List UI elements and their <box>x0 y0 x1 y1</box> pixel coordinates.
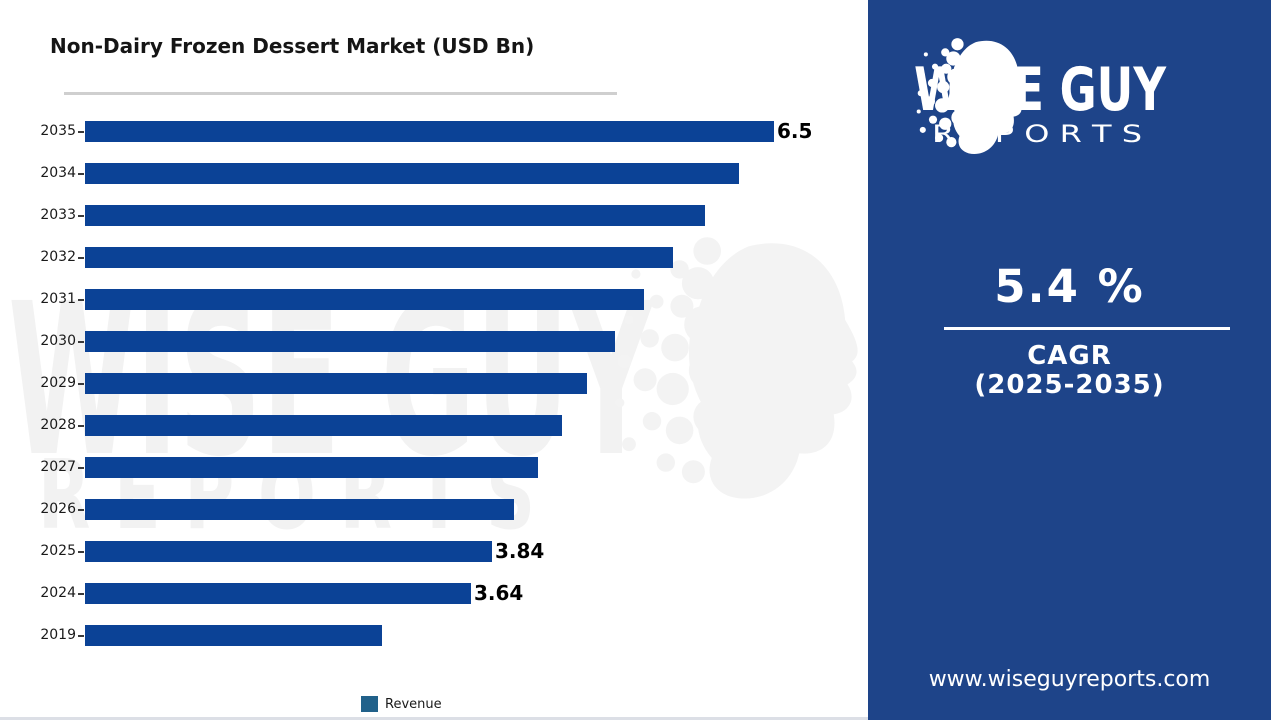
axis-tick <box>78 172 84 175</box>
year-label: 2025 <box>40 543 76 559</box>
axis-tick <box>78 298 84 301</box>
bar-row: 2019 <box>0 625 382 646</box>
year-label: 2028 <box>40 417 76 433</box>
revenue-bar <box>85 331 615 352</box>
year-label: 2026 <box>40 501 76 517</box>
revenue-bar <box>85 625 382 646</box>
axis-tick <box>78 256 84 259</box>
year-label: 2029 <box>40 375 76 391</box>
value-label: 3.84 <box>495 539 545 563</box>
cagr-range: (2025-2035) <box>974 370 1165 400</box>
axis-tick <box>78 214 84 217</box>
year-label: 2032 <box>40 249 76 265</box>
revenue-bar <box>85 247 673 268</box>
brand-panel: WISE GUY R E P O R T S <box>868 0 1271 720</box>
legend-label: Revenue <box>385 696 442 712</box>
bar-row: 2027 <box>0 457 538 478</box>
logo-head-silhouette-icon <box>916 38 1025 154</box>
cagr-divider <box>944 327 1230 330</box>
axis-tick <box>78 340 84 343</box>
wiseguy-logo: WISE GUY R E P O R T S <box>914 38 1167 154</box>
value-label: 3.64 <box>474 581 524 605</box>
bar-row: 2032 <box>0 247 673 268</box>
watermark-head-silhouette-icon <box>615 237 858 499</box>
bar-row: 2028 <box>0 415 562 436</box>
revenue-bar <box>85 499 514 520</box>
bar-row: 2024 3.64 <box>0 583 523 604</box>
revenue-bar <box>85 457 538 478</box>
revenue-bar <box>85 121 774 142</box>
bar-row: 2029 <box>0 373 587 394</box>
axis-tick <box>78 550 84 553</box>
axis-tick <box>78 508 84 511</box>
year-label: 2035 <box>40 123 76 139</box>
cagr-value: 5.4 % <box>994 260 1145 313</box>
year-label: 2034 <box>40 165 76 181</box>
watermark: WISE GUY R E P O R T S <box>8 237 858 551</box>
bar-row: 2025 3.84 <box>0 541 544 562</box>
year-label: 2024 <box>40 585 76 601</box>
bar-row: 2033 <box>0 205 705 226</box>
year-label: 2030 <box>40 333 76 349</box>
bar-row: 2035 6.5 <box>0 121 812 142</box>
cagr-title: CAGR <box>1027 341 1112 371</box>
chart-area: WISE GUY R E P O R T S Non-Dairy Frozen … <box>0 34 868 720</box>
axis-tick <box>78 424 84 427</box>
axis-tick <box>78 592 84 595</box>
year-label: 2027 <box>40 459 76 475</box>
revenue-bar <box>85 373 587 394</box>
bar-row: 2034 <box>0 163 739 184</box>
title-divider <box>64 92 617 95</box>
year-label: 2019 <box>40 627 76 643</box>
value-label: 6.5 <box>777 119 813 143</box>
revenue-bar <box>85 415 562 436</box>
legend: Revenue <box>361 696 442 712</box>
axis-tick <box>78 634 84 637</box>
year-label: 2033 <box>40 207 76 223</box>
revenue-bar <box>85 205 705 226</box>
legend-swatch <box>361 696 378 712</box>
chart-title: Non-Dairy Frozen Dessert Market (USD Bn) <box>50 34 535 58</box>
axis-tick <box>78 382 84 385</box>
revenue-bar <box>85 583 471 604</box>
bar-row: 2026 <box>0 499 514 520</box>
bar-row: 2030 <box>0 331 615 352</box>
website-url: www.wiseguyreports.com <box>928 667 1211 692</box>
axis-tick <box>78 466 84 469</box>
revenue-bar <box>85 163 739 184</box>
axis-tick <box>78 130 84 133</box>
bar-row: 2031 <box>0 289 644 310</box>
revenue-bar <box>85 289 644 310</box>
year-label: 2031 <box>40 291 76 307</box>
revenue-bar <box>85 541 492 562</box>
